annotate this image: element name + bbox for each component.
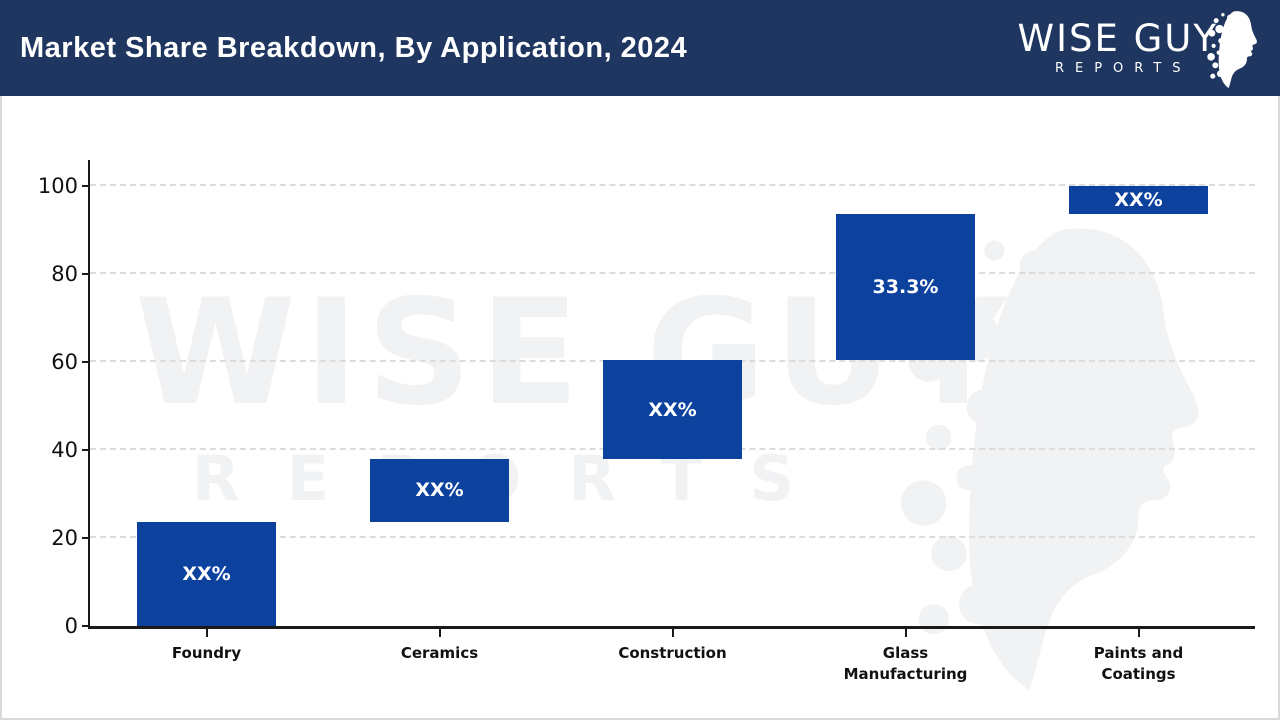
bar-ceramics: XX%: [370, 458, 509, 522]
logo-line2: REPORTS: [1054, 61, 1192, 76]
x-tick-mark-foundry: [205, 629, 208, 637]
y-tick-label-80: 80: [51, 262, 78, 286]
header-bar: Market Share Breakdown, By Application, …: [0, 0, 1280, 96]
y-tick-mark-80: [82, 273, 90, 275]
y-tick-mark-40: [82, 449, 90, 451]
gridline-100: [90, 184, 1255, 186]
bar-foundry: XX%: [137, 521, 276, 626]
x-axis-label-ceramics: Ceramics: [400, 644, 479, 662]
x-tick-mark-glass-manufacturing: [904, 629, 907, 637]
bar-construction: XX%: [603, 360, 742, 459]
y-tick-label-40: 40: [51, 438, 78, 462]
wiseguy-logo: WISE GUY REPORTS: [1018, 8, 1266, 88]
logo-line1: WISE GUY: [1017, 17, 1218, 60]
y-tick-label-0: 0: [64, 614, 78, 638]
y-tick-mark-60: [82, 361, 90, 363]
x-axis-label-paints-and-coatings: Paints and Coatings: [1093, 644, 1184, 683]
y-tick-mark-0: [82, 625, 90, 627]
y-tick-label-60: 60: [51, 350, 78, 374]
x-tick-mark-construction: [671, 629, 674, 637]
x-axis-label-construction: Construction: [618, 644, 727, 662]
bar-value-label: 33.3%: [872, 275, 939, 298]
gridline-80: [90, 272, 1255, 274]
bar-value-label: XX%: [1114, 188, 1163, 211]
x-axis-label-glass-manufacturing: Glass Manufacturing: [843, 644, 968, 683]
bar-value-label: XX%: [415, 479, 464, 502]
x-axis-label-foundry: Foundry: [171, 644, 242, 662]
x-tick-mark-ceramics: [438, 629, 441, 637]
plot-area: 0 20 40 60 80 100 XX% XX% XX% 33.3% XX% Foundry Cera…: [38, 160, 1255, 683]
bar-value-label: XX%: [648, 398, 697, 421]
x-tick-mark-paints-and-coatings: [1137, 629, 1140, 637]
y-tick-label-20: 20: [51, 526, 78, 550]
bar-paints-and-coatings: XX%: [1069, 186, 1208, 214]
y-tick-label-100: 100: [37, 174, 78, 198]
bar-value-label: XX%: [182, 562, 231, 585]
bar-glass-manufacturing: 33.3%: [836, 213, 975, 361]
gridline-20: [90, 536, 1255, 538]
chart-title: Market Share Breakdown, By Application, …: [20, 31, 688, 64]
y-tick-mark-100: [82, 185, 90, 187]
wiseguy-head-icon: [1207, 11, 1257, 88]
y-tick-mark-20: [82, 537, 90, 539]
logo-wordmark: WISE GUY REPORTS: [1018, 20, 1218, 76]
